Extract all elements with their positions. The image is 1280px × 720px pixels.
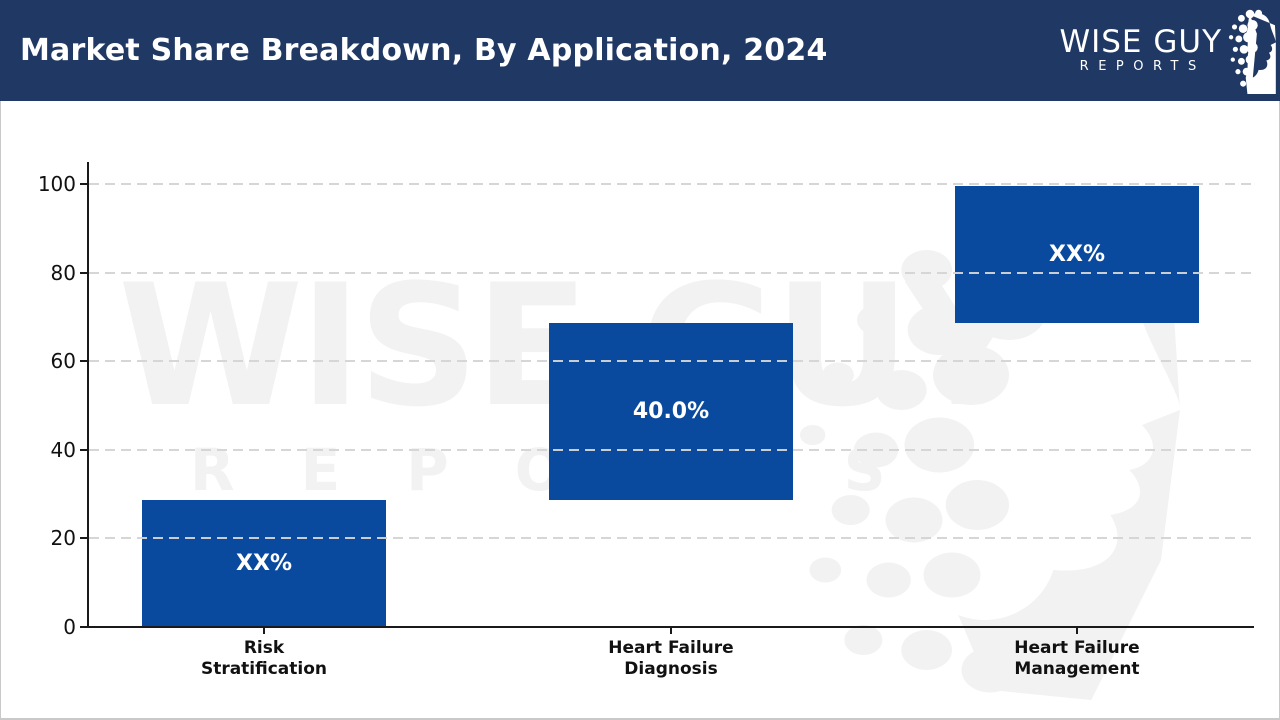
y-tick-mark-100 bbox=[80, 183, 87, 185]
y-tick-label-40: 40 bbox=[50, 437, 76, 462]
x-category-label-line: Management bbox=[1014, 659, 1140, 679]
y-tick-mark-60 bbox=[80, 360, 87, 363]
page-title: Market Share Breakdown, By Application, … bbox=[20, 33, 828, 68]
x-tick-mark-3 bbox=[1076, 628, 1078, 634]
brand-logo: WISE GUY REPORTS bbox=[1059, 5, 1276, 97]
y-tick-label-80: 80 bbox=[50, 260, 76, 285]
x-category-label-2: Heart Failure Diagnosis bbox=[531, 638, 811, 680]
bar-segment-3: XX% bbox=[955, 185, 1199, 324]
x-category-label-line: Stratification bbox=[200, 659, 328, 679]
brand-name-label: WISE GUY bbox=[1059, 23, 1222, 60]
y-tick-label-0: 0 bbox=[63, 615, 76, 639]
x-tick-mark-2 bbox=[670, 628, 672, 634]
y-tick-label-60: 60 bbox=[50, 349, 76, 374]
y-tick-mark-20 bbox=[80, 537, 87, 540]
y-tick-mark-80 bbox=[80, 271, 87, 274]
x-category-label-line: Diagnosis bbox=[624, 659, 718, 679]
gridline-20 bbox=[89, 537, 1254, 540]
x-category-label-line: Risk bbox=[243, 638, 285, 658]
bar-value-label-1: XX% bbox=[236, 551, 292, 577]
x-category-label-line: Heart Failure bbox=[608, 638, 734, 658]
frame-border-bottom bbox=[0, 718, 1280, 720]
x-category-label-line: Heart Failure bbox=[1014, 638, 1140, 658]
wise-guy-face-icon bbox=[1228, 9, 1276, 94]
y-axis-spine bbox=[87, 162, 89, 628]
gridline-100 bbox=[89, 183, 1254, 185]
y-tick-label-100: 100 bbox=[37, 172, 76, 196]
x-axis-spine bbox=[87, 626, 1254, 628]
bar-segment-2: 40.0% bbox=[549, 323, 793, 501]
header: Market Share Breakdown, By Application, … bbox=[0, 0, 1280, 101]
x-tick-mark-1 bbox=[263, 628, 265, 634]
x-category-label-1: Risk Stratification bbox=[124, 638, 404, 680]
bar-value-label-3: XX% bbox=[1049, 241, 1105, 267]
frame-border-left bbox=[0, 101, 1, 720]
brand-sub-label: REPORTS bbox=[1079, 58, 1206, 74]
brand-logo-text: WISE GUY REPORTS bbox=[1059, 23, 1222, 75]
bar-value-label-2: 40.0% bbox=[632, 399, 710, 425]
x-category-label-3: Heart Failure Management bbox=[937, 638, 1217, 680]
y-tick-mark-40 bbox=[80, 448, 87, 451]
gridline-40 bbox=[89, 448, 1254, 451]
bar-segment-1: XX% bbox=[142, 500, 386, 627]
gridline-60 bbox=[89, 360, 1254, 363]
y-tick-label-20: 20 bbox=[50, 526, 76, 551]
gridline-80 bbox=[89, 271, 1254, 274]
y-tick-mark-0 bbox=[80, 626, 87, 628]
